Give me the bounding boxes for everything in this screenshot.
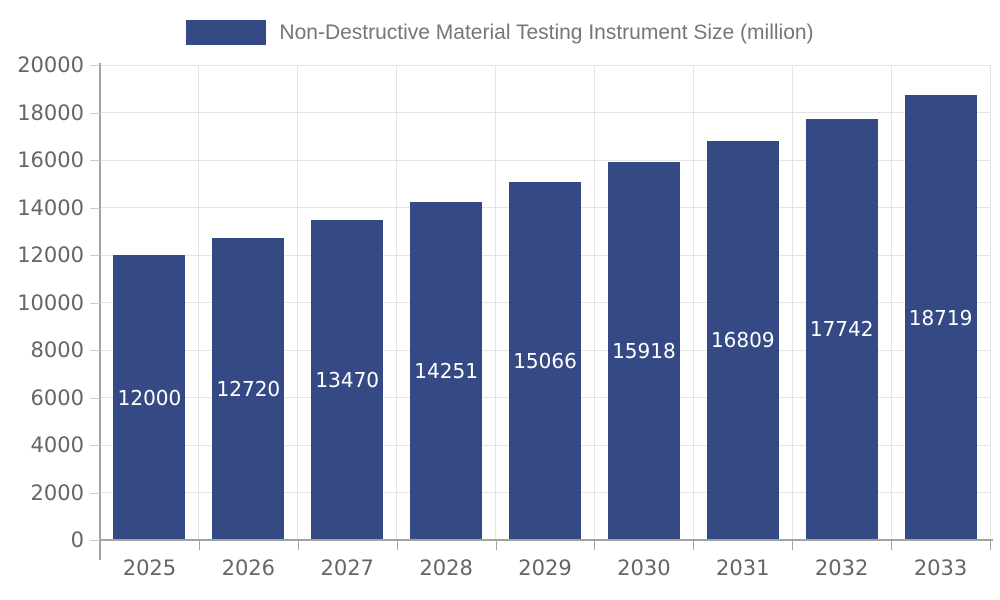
y-gridline (100, 159, 990, 161)
bar: 13470 (311, 220, 384, 540)
bar-value-label: 15066 (513, 349, 577, 374)
x-axis-tick-label: 2026 (221, 556, 276, 580)
bar-value-label: 17742 (809, 317, 874, 342)
y-axis-tick-label: 0 (70, 528, 84, 552)
bar-value-label: 18719 (908, 305, 973, 330)
x-tick (792, 541, 794, 550)
y-tick (90, 540, 100, 541)
x-axis-tick-label: 2032 (814, 556, 869, 580)
x-axis-tick-label: 2027 (320, 556, 374, 580)
x-axis-tick-label: 2031 (716, 556, 770, 580)
x-axis-tick-label: 2030 (617, 556, 671, 580)
x-tick (396, 541, 398, 550)
y-axis-line (99, 63, 101, 560)
x-gridline (989, 65, 991, 540)
y-axis-tick-label: 2000 (30, 480, 84, 505)
x-gridline (396, 65, 398, 540)
x-tick (495, 541, 497, 550)
x-gridline (890, 65, 892, 540)
bar-value-label: 13470 (315, 368, 380, 393)
x-gridline (495, 65, 497, 540)
x-axis-line (100, 539, 993, 541)
y-tick (90, 112, 100, 114)
y-axis-tick-label: 4000 (30, 433, 84, 457)
bar: 16809 (706, 140, 779, 540)
bar: 18719 (904, 95, 977, 540)
bar: 15918 (607, 161, 680, 540)
x-tick (297, 541, 299, 550)
x-axis-tick-label: 2025 (122, 556, 177, 580)
bar: 17742 (805, 118, 878, 540)
y-axis-tick-label: 14000 (17, 195, 84, 220)
y-axis-tick-label: 8000 (30, 338, 84, 362)
legend: Non-Destructive Material Testing Instrum… (0, 20, 1000, 45)
x-axis-tick-label: 2029 (518, 556, 572, 580)
y-tick (90, 160, 100, 161)
x-gridline (198, 65, 200, 540)
y-axis-tick-label: 20000 (17, 53, 84, 77)
y-axis-tick-label: 6000 (30, 385, 84, 410)
bar: 15066 (509, 182, 581, 540)
bar: 12000 (113, 255, 186, 540)
x-tick (594, 541, 596, 550)
bar-value-label: 15918 (612, 338, 676, 363)
y-gridline (100, 112, 990, 113)
x-gridline (791, 65, 793, 540)
plot-area: 12000 12720 13470 14251 15066 15918 16809 17742… (100, 64, 991, 540)
y-tick (90, 397, 100, 399)
bar-value-label: 12000 (117, 385, 182, 410)
x-tick (693, 541, 695, 550)
x-gridline (692, 65, 694, 540)
bar-value-label: 16809 (710, 328, 775, 353)
bar: 12720 (212, 237, 285, 540)
y-tick (90, 302, 100, 304)
y-tick (90, 255, 100, 256)
y-tick (90, 445, 100, 446)
y-axis-tick-label: 18000 (17, 100, 84, 125)
legend-swatch (186, 20, 267, 45)
y-gridline (100, 64, 990, 66)
y-tick (90, 65, 100, 66)
y-axis-tick-label: 16000 (17, 148, 84, 172)
bar-value-label: 12720 (216, 376, 281, 401)
x-axis-tick-label: 2028 (419, 556, 473, 580)
x-tick (891, 541, 893, 550)
x-gridline (297, 65, 299, 540)
y-tick (90, 350, 100, 351)
x-gridline (593, 65, 595, 540)
y-axis-tick-label: 10000 (17, 290, 84, 315)
legend-label: Non-Destructive Material Testing Instrum… (279, 20, 814, 44)
x-tick (990, 541, 991, 550)
x-tick (100, 541, 101, 550)
x-axis-tick-label: 2033 (913, 556, 968, 580)
y-tick (90, 207, 100, 209)
bar-value-label: 14251 (414, 358, 478, 383)
y-tick (90, 492, 100, 494)
x-tick (198, 541, 200, 550)
bar: 14251 (410, 201, 483, 540)
y-axis-tick-label: 12000 (17, 243, 84, 267)
